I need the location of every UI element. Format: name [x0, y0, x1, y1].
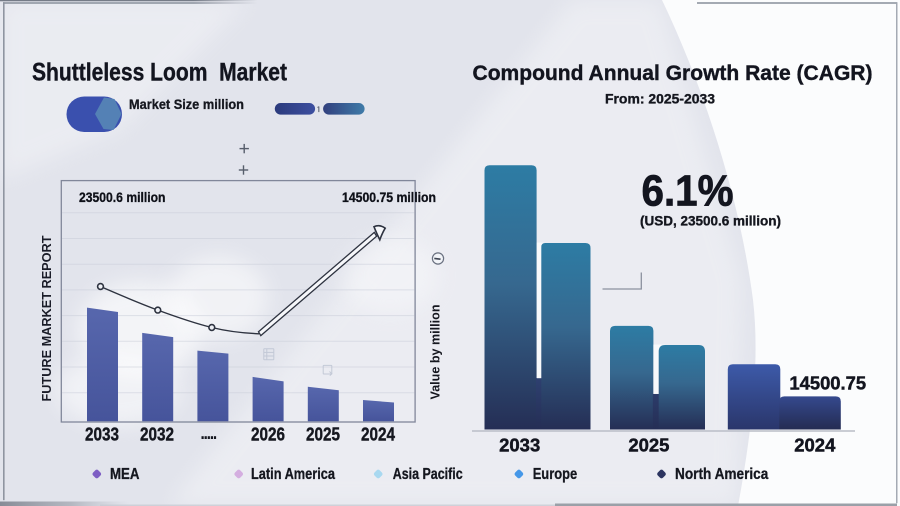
svg-text:6.1%: 6.1% [642, 167, 734, 216]
svg-text:Shuttleless Loom Market: Shuttleless Loom Market [32, 59, 288, 87]
svg-text:2025: 2025 [306, 425, 340, 445]
svg-text:2024: 2024 [361, 425, 395, 445]
svg-text:2033: 2033 [85, 425, 119, 445]
svg-text:MEA: MEA [110, 466, 140, 483]
svg-text:14500.75: 14500.75 [789, 373, 866, 394]
svg-text:Latin America: Latin America [251, 466, 335, 483]
svg-text:2033: 2033 [499, 434, 540, 455]
svg-text:2026: 2026 [251, 425, 285, 445]
svg-text:(USD, 23500.6 million): (USD, 23500.6 million) [640, 214, 781, 229]
svg-text:FUTURE MARKET REPORT: FUTURE MARKET REPORT [40, 235, 54, 401]
svg-text:2025: 2025 [628, 434, 669, 455]
svg-text:2032: 2032 [140, 425, 174, 445]
svg-text:Market Size million: Market Size million [129, 97, 244, 112]
svg-text:North America: North America [675, 466, 768, 483]
svg-text:Compound Annual Growth Rate (C: Compound Annual Growth Rate (CAGR) [473, 61, 873, 85]
svg-text:Value by million: Value by million [428, 304, 443, 399]
svg-text:Europe: Europe [533, 466, 578, 483]
svg-text:14500.75 million: 14500.75 million [342, 190, 436, 205]
svg-text:23500.6 million: 23500.6 million [79, 190, 166, 205]
svg-text:Asia Pacific: Asia Pacific [393, 466, 463, 483]
svg-text:From: 2025-2033: From: 2025-2033 [605, 91, 715, 107]
svg-text:2024: 2024 [794, 434, 836, 455]
